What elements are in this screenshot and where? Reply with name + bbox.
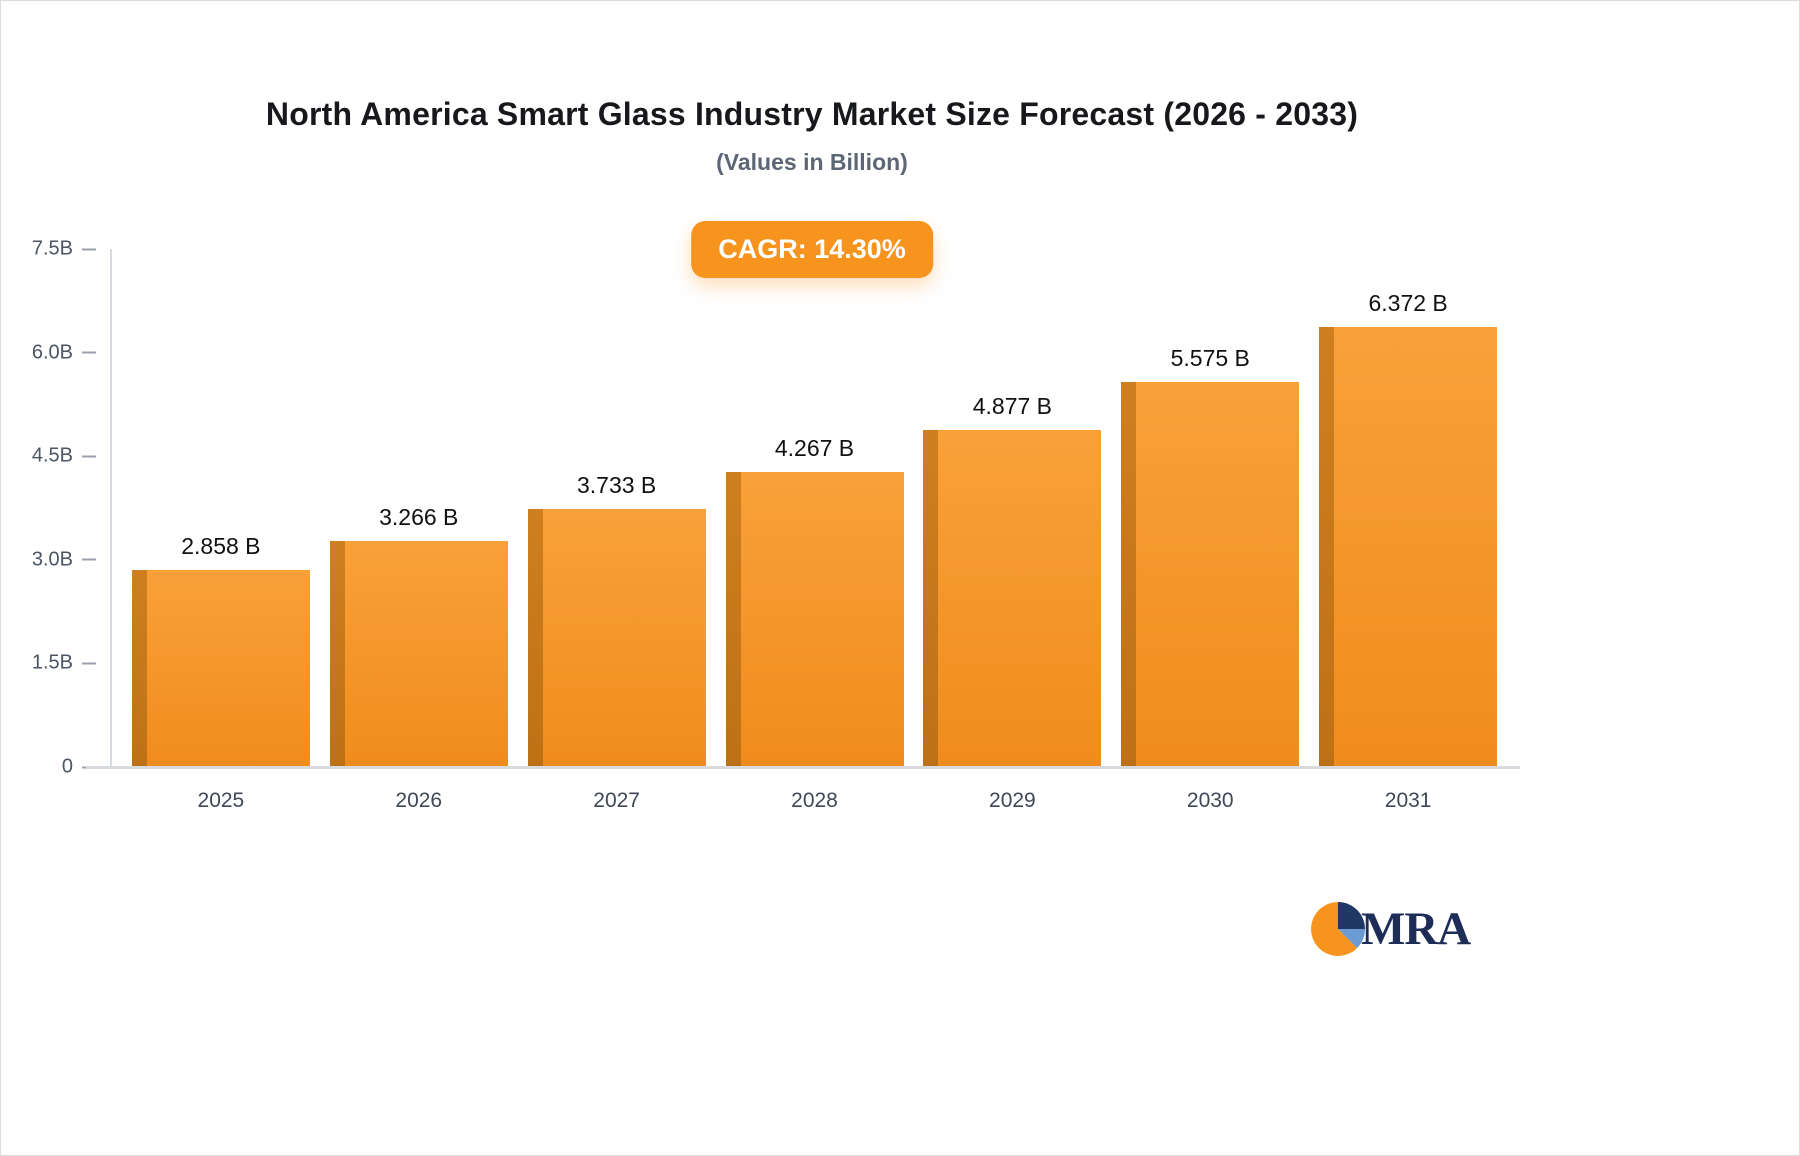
bar-value-label: 4.267 B: [774, 435, 855, 462]
bar-face: [938, 430, 1102, 767]
bar-value-label: 4.877 B: [972, 393, 1053, 420]
bar-face: [542, 509, 706, 767]
y-tick-label: 3.0B: [31, 548, 73, 571]
chart-section: CAGR: 14.30% 7.5B 6.0B 4.5B 3.0B 1.5B 0 2.858…: [0, 221, 1624, 859]
x-axis-label: 2026: [395, 789, 443, 812]
bar-left-edge: [1121, 381, 1137, 767]
x-axis-label: 2029: [989, 789, 1036, 812]
x-axis-label: 2025: [197, 789, 245, 812]
x-axis-label: 2028: [791, 789, 838, 812]
bar-group: 2.858 B 2025: [131, 249, 310, 812]
y-tick: 6.0B: [32, 341, 96, 364]
bar: [1121, 381, 1300, 767]
chart-title: North America Smart Glass Industry Marke…: [265, 96, 1359, 132]
bar-group: 4.877 B 2029: [923, 249, 1102, 812]
bar: [1319, 326, 1498, 767]
bar-group: 3.266 B 2026: [329, 249, 508, 812]
bar-group: 3.733 B 2027: [527, 249, 706, 812]
y-tick-mark: [82, 351, 96, 354]
bar-value-label: 5.575 B: [1170, 344, 1250, 371]
mra-logo-text: MRA: [1361, 903, 1471, 955]
mra-logo: MRA: [1310, 901, 1471, 957]
bar-left-edge: [923, 430, 939, 767]
y-tick: 3.0B: [32, 548, 96, 571]
chart-subtitle: (Values in Billion): [716, 149, 908, 175]
bar-value-label: 2.858 B: [181, 532, 261, 559]
bar-value-label: 3.266 B: [379, 504, 459, 531]
bar-left-edge: [527, 509, 543, 767]
bar-face: [1334, 326, 1498, 767]
y-axis: 7.5B 6.0B 4.5B 3.0B 1.5B 0: [0, 238, 96, 778]
bar: [329, 541, 508, 767]
bar-face: [146, 569, 310, 767]
bar-group: 4.267 B 2028: [725, 249, 904, 812]
x-axis-line: [86, 766, 1520, 769]
y-tick: 1.5B: [32, 652, 96, 675]
bar-face: [1136, 381, 1300, 767]
y-tick-mark: [82, 248, 96, 250]
x-axis-label: 2030: [1186, 789, 1234, 812]
y-tick-mark: [82, 662, 96, 665]
mra-logo-icon: [1311, 902, 1365, 956]
bar: [923, 430, 1102, 767]
y-tick-label: 4.5B: [31, 444, 73, 467]
bar: [527, 509, 706, 767]
bar-group: 5.575 B 2030: [1121, 249, 1300, 812]
plot-area: 2.858 B 2025 3.266 B 2026 3.733 B 2027 4.267 B…: [110, 249, 1517, 812]
y-tick: 4.5B: [32, 445, 96, 468]
bars-row: 2.858 B 2025 3.266 B 2026 3.733 B 2027 4.267 B…: [112, 249, 1517, 812]
x-axis-label: 2031: [1384, 789, 1432, 812]
bar-left-edge: [131, 569, 147, 767]
y-tick-mark: [82, 558, 96, 561]
bar-group: 6.372 B 2031: [1319, 249, 1498, 812]
bar-face: [344, 541, 508, 767]
bar-face: [740, 472, 904, 767]
y-tick-label: 1.5B: [31, 651, 73, 674]
bar-value-label: 3.733 B: [576, 472, 657, 499]
bar: [725, 472, 904, 767]
bar-left-edge: [1319, 326, 1335, 767]
bar-left-edge: [329, 541, 345, 767]
bar-left-edge: [725, 472, 741, 767]
chart-content: North America Smart Glass Industry Marke…: [0, 96, 1624, 859]
bar-value-label: 6.372 B: [1368, 289, 1448, 316]
y-tick-mark: [82, 455, 96, 458]
y-tick-label: 6.0B: [31, 341, 73, 364]
x-axis-label: 2027: [593, 789, 640, 812]
y-tick-label: 0: [61, 755, 73, 778]
y-tick-label: 7.5B: [31, 237, 73, 260]
cagr-badge: CAGR: 14.30%: [691, 221, 933, 278]
y-tick: 7.5B: [32, 238, 96, 261]
bar: [131, 569, 310, 767]
